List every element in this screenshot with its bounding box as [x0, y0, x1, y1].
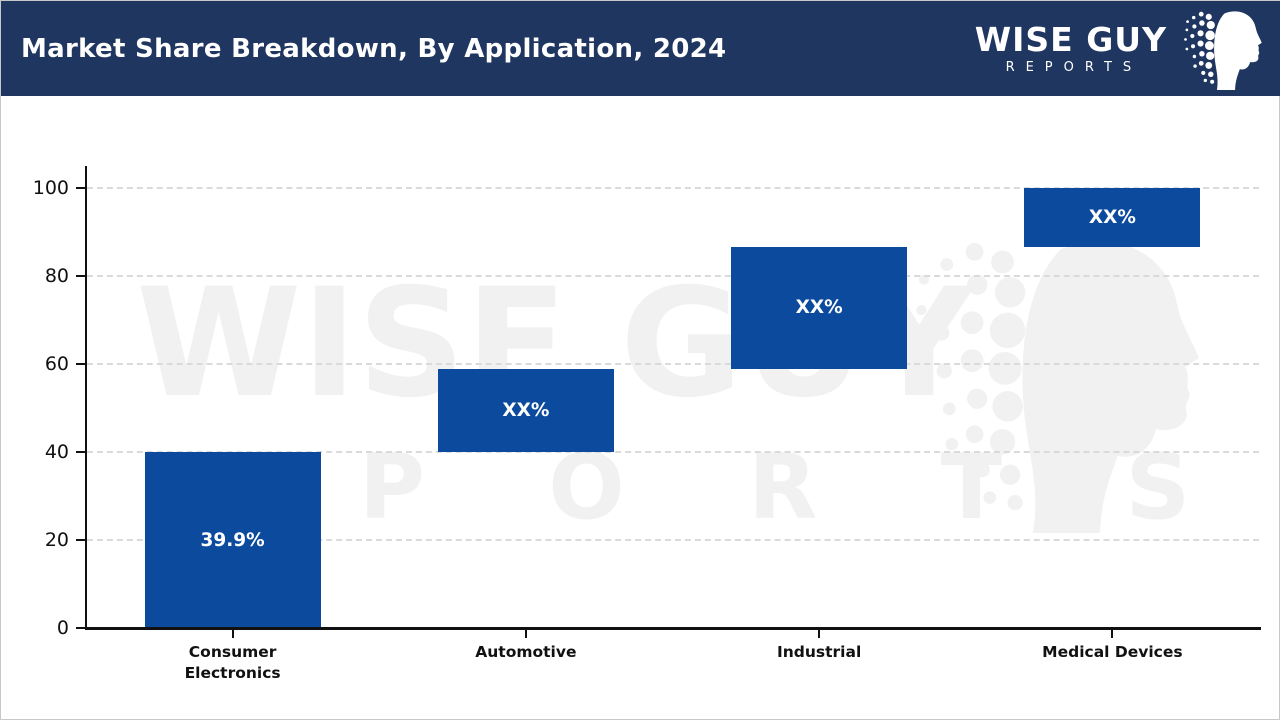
header-bar: Market Share Breakdown, By Application, … — [1, 1, 1280, 96]
x-tick — [231, 630, 234, 638]
x-category-label: Medical Devices — [1042, 643, 1183, 661]
x-tick — [1111, 630, 1114, 638]
waterfall-bar: XX% — [1024, 188, 1201, 247]
bar-value-label: XX% — [502, 400, 550, 422]
y-tick-label: 100 — [32, 177, 69, 199]
bar-value-label: 39.9% — [200, 529, 265, 551]
y-tick — [76, 275, 85, 277]
y-tick-label: 60 — [44, 353, 69, 375]
gridline — [87, 275, 1259, 277]
x-axis-line — [85, 627, 1261, 630]
waterfall-bar: 39.9% — [144, 452, 321, 628]
x-category-label: Automotive — [475, 643, 577, 661]
y-tick — [76, 451, 85, 453]
brand-text: WISE GUY REPORTS — [975, 23, 1167, 75]
gridline — [87, 363, 1259, 365]
waterfall-bar: XX% — [437, 368, 614, 453]
y-tick-label: 40 — [44, 441, 69, 463]
y-tick-label: 0 — [56, 617, 69, 639]
bar-value-label: XX% — [1088, 206, 1136, 228]
bar-value-label: XX% — [795, 297, 843, 319]
y-tick — [76, 539, 85, 541]
y-tick — [76, 627, 85, 629]
page-title: Market Share Breakdown, By Application, … — [21, 33, 727, 64]
x-category-label: Industrial — [776, 643, 862, 661]
gridline — [87, 187, 1259, 189]
y-tick-label: 20 — [44, 529, 69, 551]
gridline — [87, 451, 1259, 453]
brand-logo: WISE GUY REPORTS — [975, 5, 1267, 93]
gridline — [87, 539, 1259, 541]
x-tick — [524, 630, 527, 638]
y-tick-label: 80 — [44, 265, 69, 287]
waterfall-bar: XX% — [731, 246, 908, 369]
y-tick — [76, 363, 85, 365]
x-category-label: Consumer Electronics — [184, 643, 281, 682]
y-tick — [76, 187, 85, 189]
x-tick — [818, 630, 821, 638]
brand-name: WISE GUY — [974, 20, 1167, 60]
brand-subtitle: REPORTS — [1005, 59, 1143, 75]
y-axis-line — [85, 166, 87, 630]
brand-head-icon — [1171, 8, 1267, 90]
